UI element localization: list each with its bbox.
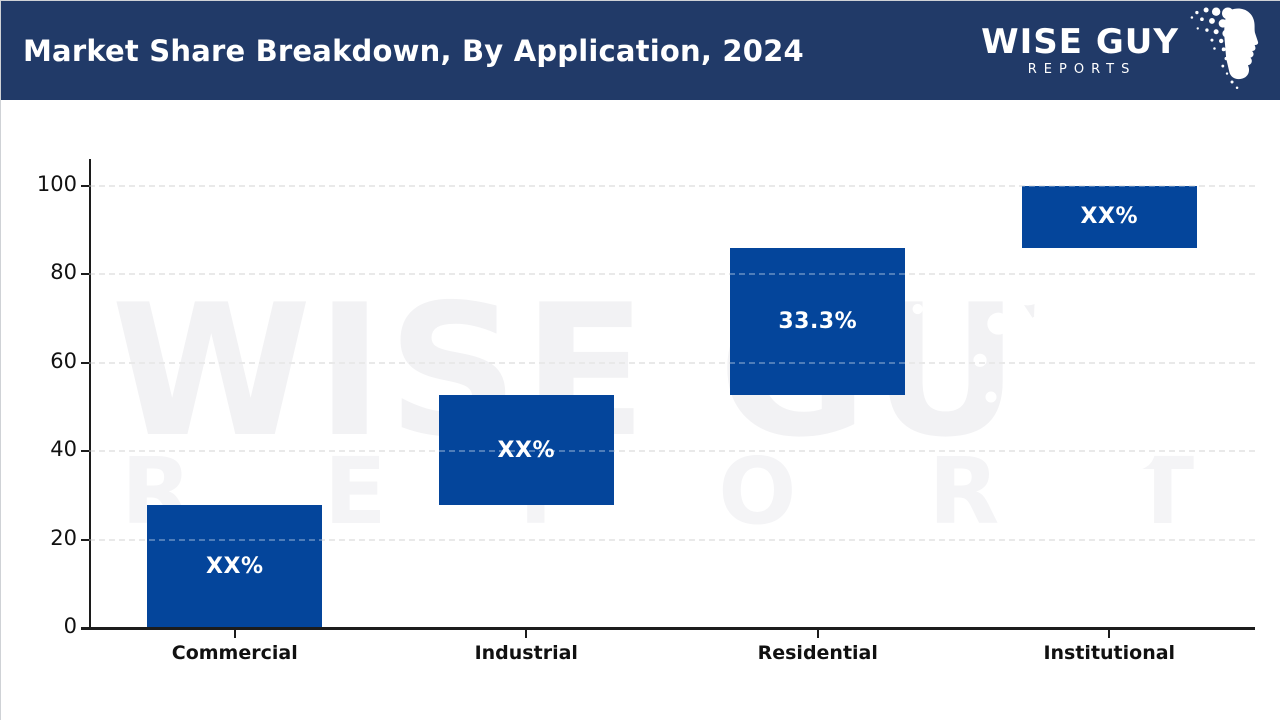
y-tick-label: 40 xyxy=(50,437,77,461)
y-tick-mark xyxy=(81,361,89,364)
x-tick-mark xyxy=(1108,630,1111,638)
y-tick-mark xyxy=(81,273,89,275)
category-label: Commercial xyxy=(171,642,298,664)
y-axis-spine xyxy=(89,159,91,629)
y-tick-label: 20 xyxy=(50,525,77,550)
gridline xyxy=(89,361,1255,364)
gridline-overlay xyxy=(89,361,1255,364)
x-tick-mark xyxy=(816,630,819,638)
bar-industrial: XX% xyxy=(438,395,614,505)
gridline-overlay xyxy=(89,538,1255,541)
bar-value-label: 33.3% xyxy=(778,309,858,335)
category-label: Industrial xyxy=(474,642,578,664)
brand-logo: WISE GUY REPORTS xyxy=(981,5,1261,97)
bar-institutional: XX% xyxy=(1021,185,1197,248)
category-label: Residential xyxy=(757,642,878,664)
y-tick-label: 60 xyxy=(50,348,77,373)
brand-subtitle: REPORTS xyxy=(1027,62,1137,77)
y-tick-label: 100 xyxy=(36,171,77,196)
y-tick-label: 80 xyxy=(50,260,77,284)
wiseguy-head-icon xyxy=(1190,7,1259,89)
bar-value-label: XX% xyxy=(206,553,264,579)
gridline xyxy=(89,273,1255,275)
category-label: Institutional xyxy=(1043,642,1176,664)
gridline-overlay xyxy=(89,273,1255,275)
bar-commercial: XX% xyxy=(147,504,323,628)
brand-text: WISE GUY REPORTS xyxy=(981,25,1179,76)
bar-residential: 33.3% xyxy=(730,247,906,396)
gridline-overlay xyxy=(89,450,1255,452)
y-tick-mark xyxy=(81,184,89,187)
y-tick-mark xyxy=(81,538,89,541)
brand-name: WISE GUY xyxy=(981,22,1179,62)
bar-value-label: XX% xyxy=(497,437,555,463)
gridline xyxy=(89,184,1255,187)
bar-value-label: XX% xyxy=(1080,204,1138,230)
x-tick-mark xyxy=(233,630,236,638)
header: Market Share Breakdown, By Application, … xyxy=(1,1,1280,100)
y-tick-mark xyxy=(81,450,89,452)
chart-area: WISE GUY R E P O R T S 020406080100Comme… xyxy=(1,100,1280,721)
y-tick-label: 0 xyxy=(63,614,77,638)
gridline xyxy=(89,450,1255,452)
y-tick-mark xyxy=(81,627,89,629)
gridline-overlay xyxy=(89,184,1255,187)
watermark-head-icon xyxy=(886,217,1183,575)
gridline xyxy=(89,538,1255,541)
x-tick-mark xyxy=(525,630,528,638)
watermark-text-line1: WISE GUY xyxy=(111,265,1160,477)
page-title: Market Share Breakdown, By Application, … xyxy=(23,33,804,68)
x-axis-spine xyxy=(81,627,1255,630)
